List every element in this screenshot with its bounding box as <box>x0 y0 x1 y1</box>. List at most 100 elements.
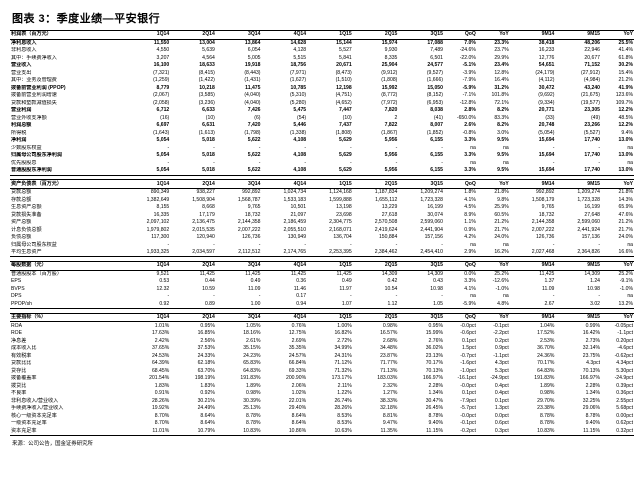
table-cell: - <box>552 293 555 300</box>
table-row: 贷款比比 64.39% 62.18% 65.83% 66.84% 71.12% 71.77%… <box>10 360 634 368</box>
table-cell: 4.34pct <box>616 360 633 367</box>
table-cell: 0.43 <box>433 278 443 285</box>
table-cell: 8.64% <box>200 420 215 427</box>
table-cell: 0.1pct <box>461 337 476 344</box>
table-cell: -12.8% <box>459 99 476 106</box>
table-row: 资产总额 2,097,102 2,136,475 2,144,358 2,186,459… <box>10 219 634 227</box>
table-cell: 1.37 <box>544 278 555 285</box>
row-label: 存款总额 <box>11 196 32 203</box>
table-cell: 29.06% <box>582 405 601 412</box>
row-label: 普通股股本（百万股） <box>11 270 62 277</box>
table-cell: 24.33% <box>197 352 215 359</box>
table-cell: 18,633 <box>199 62 215 69</box>
table-cell: 1.3pct <box>494 405 509 412</box>
table-cell: 2 <box>394 114 398 121</box>
table-cell: 0.62pct <box>616 420 633 427</box>
table-cell: 48.5% <box>618 114 633 121</box>
table-cell: 23,266 <box>584 122 601 129</box>
table-cell: - <box>350 159 352 166</box>
table-cell: (33) <box>545 114 555 121</box>
table-cell: -7.9pct <box>460 397 476 404</box>
row-label: 营业收入 <box>11 62 32 69</box>
table-cell: 0.00pct <box>616 412 633 419</box>
table-row: 利润总额 6,697 6,631 7,420 5,446 7,437 7,822 8,007 2… <box>10 122 634 130</box>
table-cell: 9.47% <box>382 420 398 427</box>
table-cell: 7,426 <box>247 107 261 114</box>
table-cell: 123.6% <box>615 92 633 99</box>
table-cell: 25.2% <box>618 270 633 277</box>
table-cell: 2,015,535 <box>192 226 215 233</box>
table-cell: 9.5% <box>497 167 509 174</box>
table-cell: 9.5% <box>497 152 509 159</box>
table-cell: 16.57% <box>380 330 398 337</box>
table-cell: 2,441,924 <box>577 226 601 233</box>
column-header: 2Q14 <box>170 179 216 189</box>
table-cell: 2.11% <box>337 382 352 389</box>
table-cell: (24,179) <box>535 69 555 76</box>
table-cell: -0.8% <box>462 129 476 136</box>
table-cell: 21.2% <box>618 219 633 226</box>
table-cell: 2,007,222 <box>237 226 261 233</box>
table-cell: 23.4% <box>494 62 509 69</box>
table-cell: 23.87% <box>380 352 398 359</box>
table-cell: 2,144,358 <box>531 219 555 226</box>
table-cell: -1.1pct <box>617 330 633 337</box>
table-cell: -0.0pct <box>460 322 476 329</box>
table-cell: -16.1pct <box>457 375 476 382</box>
table-cell: - <box>304 144 307 151</box>
table-cell: 0.92 <box>159 300 170 307</box>
table-cell: 35.15% <box>243 345 261 352</box>
table-cell: 8,007 <box>430 122 443 129</box>
table-cell: 64.39% <box>151 360 170 367</box>
table-cell: (5,310) <box>289 92 307 99</box>
table-cell: 23.75% <box>582 352 601 359</box>
table-cell: 0.1pct <box>461 390 476 397</box>
row-label: DPS <box>11 293 22 300</box>
table-cell: na <box>503 293 509 300</box>
table-cell: 13,004 <box>199 39 215 46</box>
row-label: 利润总额 <box>11 122 32 129</box>
table-cell: -1.0pct <box>460 367 476 374</box>
table-cell: 191.83% <box>240 375 261 382</box>
table-cell: - <box>395 159 398 166</box>
table-cell: 11,425 <box>245 270 261 277</box>
table-cell: 70.17% <box>425 360 443 367</box>
table-cell: 12.32 <box>156 285 170 292</box>
table-cell: -0.6pct <box>460 330 476 337</box>
table-cell: - <box>598 241 601 248</box>
table-cell: 23,698 <box>336 211 352 218</box>
table-cell: 11.35% <box>380 427 398 434</box>
table-cell: 21.2% <box>494 219 509 226</box>
row-label: PPOP/sh <box>11 300 32 307</box>
row-label: 贷存比 <box>11 367 27 374</box>
column-header: 2Q14 <box>170 30 216 40</box>
table-row: 贷存比 68.45% 63.70% 64.83% 69.33% 71.32% 71.13% 7… <box>10 367 634 375</box>
table-cell: 0.1pct <box>494 397 509 404</box>
column-header: 9M15 <box>555 261 602 271</box>
table-cell: -5.7pct <box>460 405 476 412</box>
table-cell: 157,136 <box>581 234 601 241</box>
table-cell: 17,179 <box>199 211 215 218</box>
table-cell: 15,694 <box>538 152 555 159</box>
table-cell: 11,425 <box>290 270 307 277</box>
table-cell: 38.33% <box>380 397 398 404</box>
table-cell: 25.13% <box>243 405 261 412</box>
table-cell: 136,704 <box>333 234 352 241</box>
table-cell: (27,912) <box>581 69 601 76</box>
table-cell: 21.8% <box>618 189 633 196</box>
table-cell: 20,771 <box>538 107 555 114</box>
table-cell: 1.04% <box>539 322 555 329</box>
table-cell: (1,422) <box>198 77 215 84</box>
page-title: 图表 3：季度业绩—平安银行 <box>12 13 161 25</box>
table-cell: 12.2% <box>618 107 633 114</box>
table-cell: 0.91% <box>154 390 170 397</box>
table-cell: (3,585) <box>198 92 215 99</box>
table-cell: 23.3% <box>494 39 509 46</box>
table-cell: (8,473) <box>335 69 352 76</box>
table-cell: 5.68pct <box>616 405 633 412</box>
table-cell: 11.15% <box>583 427 601 434</box>
table-cell: 992,892 <box>535 189 555 196</box>
table-cell: 14,628 <box>290 39 307 46</box>
table-cell: na <box>627 159 633 166</box>
table-cell: 0.49 <box>341 278 352 285</box>
